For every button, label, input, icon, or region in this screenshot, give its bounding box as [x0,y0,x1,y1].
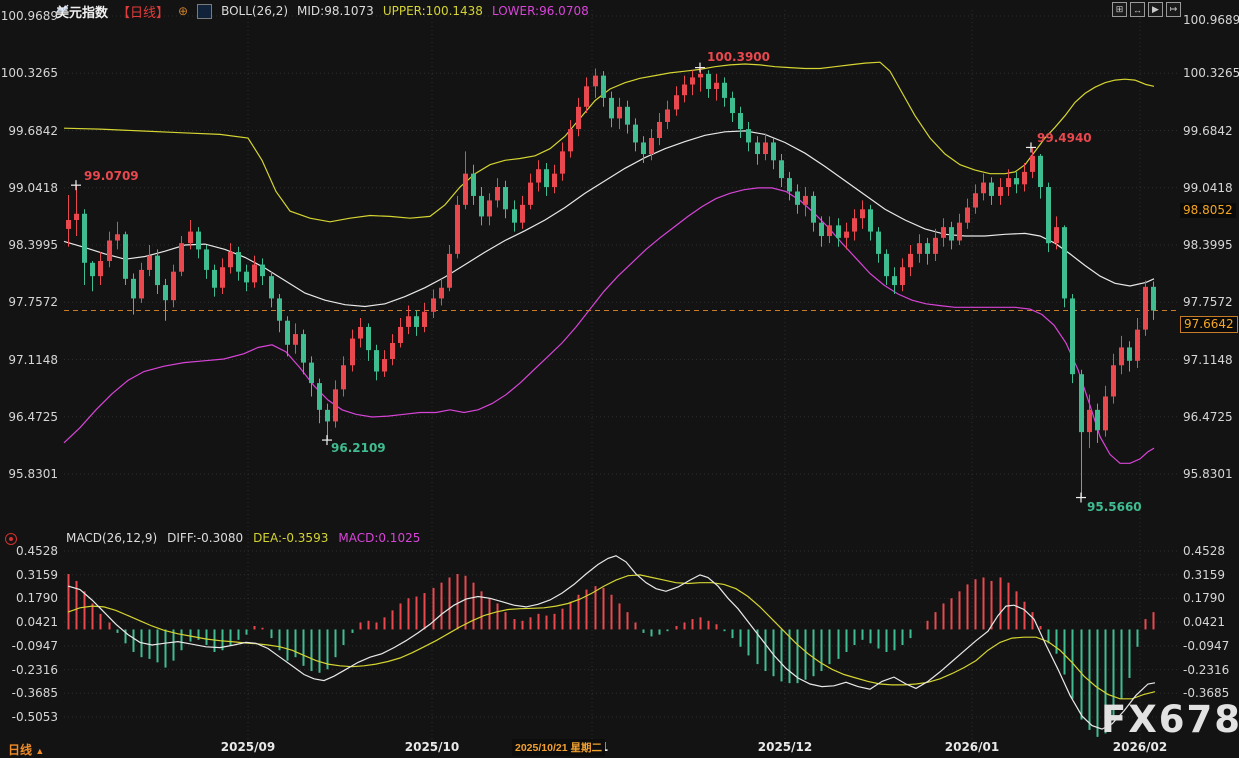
month-label: 2025/12 [757,740,813,754]
price-axis-label: 98.3995 [8,238,58,252]
macd-value: MACD:0.1025 [338,531,421,545]
crosshair-date-tag: 2025/10/21 星期二 [512,739,605,756]
main-chart-header: 美元指数 【日线】 ⊕ BOLL(26,2) MID:98.1073 UPPER… [56,3,589,20]
price-axis-label: 99.0418 [8,180,58,195]
watermark: FX678 [1101,698,1239,741]
price-axis-label: 96.4725 [8,409,58,424]
boll-upper-value: UPPER:100.1438 [382,4,483,18]
price-axis-label: 99.0418 [1183,180,1233,195]
timeframe-selector[interactable]: 日线 ▲ [8,741,44,758]
boll-indicator-icon[interactable] [56,3,213,19]
price-axis-label: 100.9689 [0,9,58,23]
chevron-up-icon: ▲ [35,746,45,756]
boll-lower-value: LOWER:96.0708 [491,4,589,18]
price-axis-label: 97.7572 [8,295,58,310]
price-annotation: 95.5660 [1087,500,1142,514]
macd-axis-label: -0.2316 [11,662,58,677]
symbol-name: 美元指数 [56,4,109,20]
grid-layout-icon[interactable]: ⊞ [1112,2,1127,17]
chart-toolbar: ⊞ ↔ ▶ ↦ [1112,2,1181,17]
price-axis-label: 99.6842 [1183,123,1233,138]
current-price-tag: 97.6642 [1180,315,1238,333]
timeframe-label: 日线 [8,743,33,757]
price-axis-label: 100.9689 [1183,13,1239,27]
macd-axis-label: 0.3159 [1183,567,1225,582]
price-axis-label: 96.4725 [1183,409,1233,424]
month-label: 2025/09 [220,740,276,754]
macd-axis-label: 0.4528 [1183,544,1225,558]
macd-axis-label: -0.0947 [1183,638,1230,653]
macd-indicator-label: MACD(26,12,9) [66,531,158,545]
macd-axis-label: 0.3159 [16,567,58,582]
macd-axis-label: -0.5053 [11,710,58,724]
boll-mid-value: MID:98.1073 [297,4,374,18]
month-label: 2026/02 [1112,740,1168,754]
month-label: 2026/01 [944,740,1000,754]
price-annotation: 99.4940 [1037,131,1092,145]
period-tag: 【日线】 [117,4,170,20]
macd-axis-label: -0.2316 [1183,662,1230,677]
macd-axis-label: 0.4528 [16,544,58,558]
macd-axis-label: 0.0421 [16,615,58,630]
price-annotation: 100.3900 [707,50,771,64]
macd-diff-value: DIFF:-0.3080 [167,531,244,545]
macd-header: MACD(26,12,9) DIFF:-0.3080 DEA:-0.3593 M… [66,531,420,545]
macd-dea-value: DEA:-0.3593 [253,531,329,545]
price-axis-label: 100.3265 [1183,66,1239,81]
price-axis-label: 97.1148 [8,352,58,367]
month-label: 2025/10 [404,740,460,754]
macd-axis-label: 0.1790 [1183,591,1225,606]
fit-time-axis-icon[interactable]: ↔ [1130,2,1145,17]
price-axis-label: 97.7572 [1183,295,1233,310]
add-indicator-icon[interactable]: ⊕ [178,4,189,18]
price-annotation: 99.0709 [84,169,139,183]
playback-icon[interactable]: ▶ [1148,2,1163,17]
price-axis-label: 99.6842 [8,123,58,138]
macd-pane-target-icon[interactable] [5,533,17,545]
price-axis-label: 98.3995 [1183,238,1233,252]
macd-axis-label: 0.1790 [16,591,58,606]
price-axis-label: 95.8301 [8,467,58,481]
cursor-price-tag: 98.8052 [1180,202,1236,218]
macd-axis-label: 0.0421 [1183,615,1225,630]
price-axis-label: 95.8301 [1183,467,1233,481]
boll-label: BOLL(26,2) [221,4,289,18]
macd-axis-label: -0.0947 [11,638,58,653]
price-axis-label: 100.3265 [0,66,58,81]
price-axis-label: 97.1148 [1183,352,1233,367]
macd-axis-label: -0.3685 [1183,686,1230,701]
go-to-latest-icon[interactable]: ↦ [1166,2,1181,17]
macd-axis-label: -0.3685 [11,686,58,701]
price-annotation: 96.2109 [331,441,386,455]
